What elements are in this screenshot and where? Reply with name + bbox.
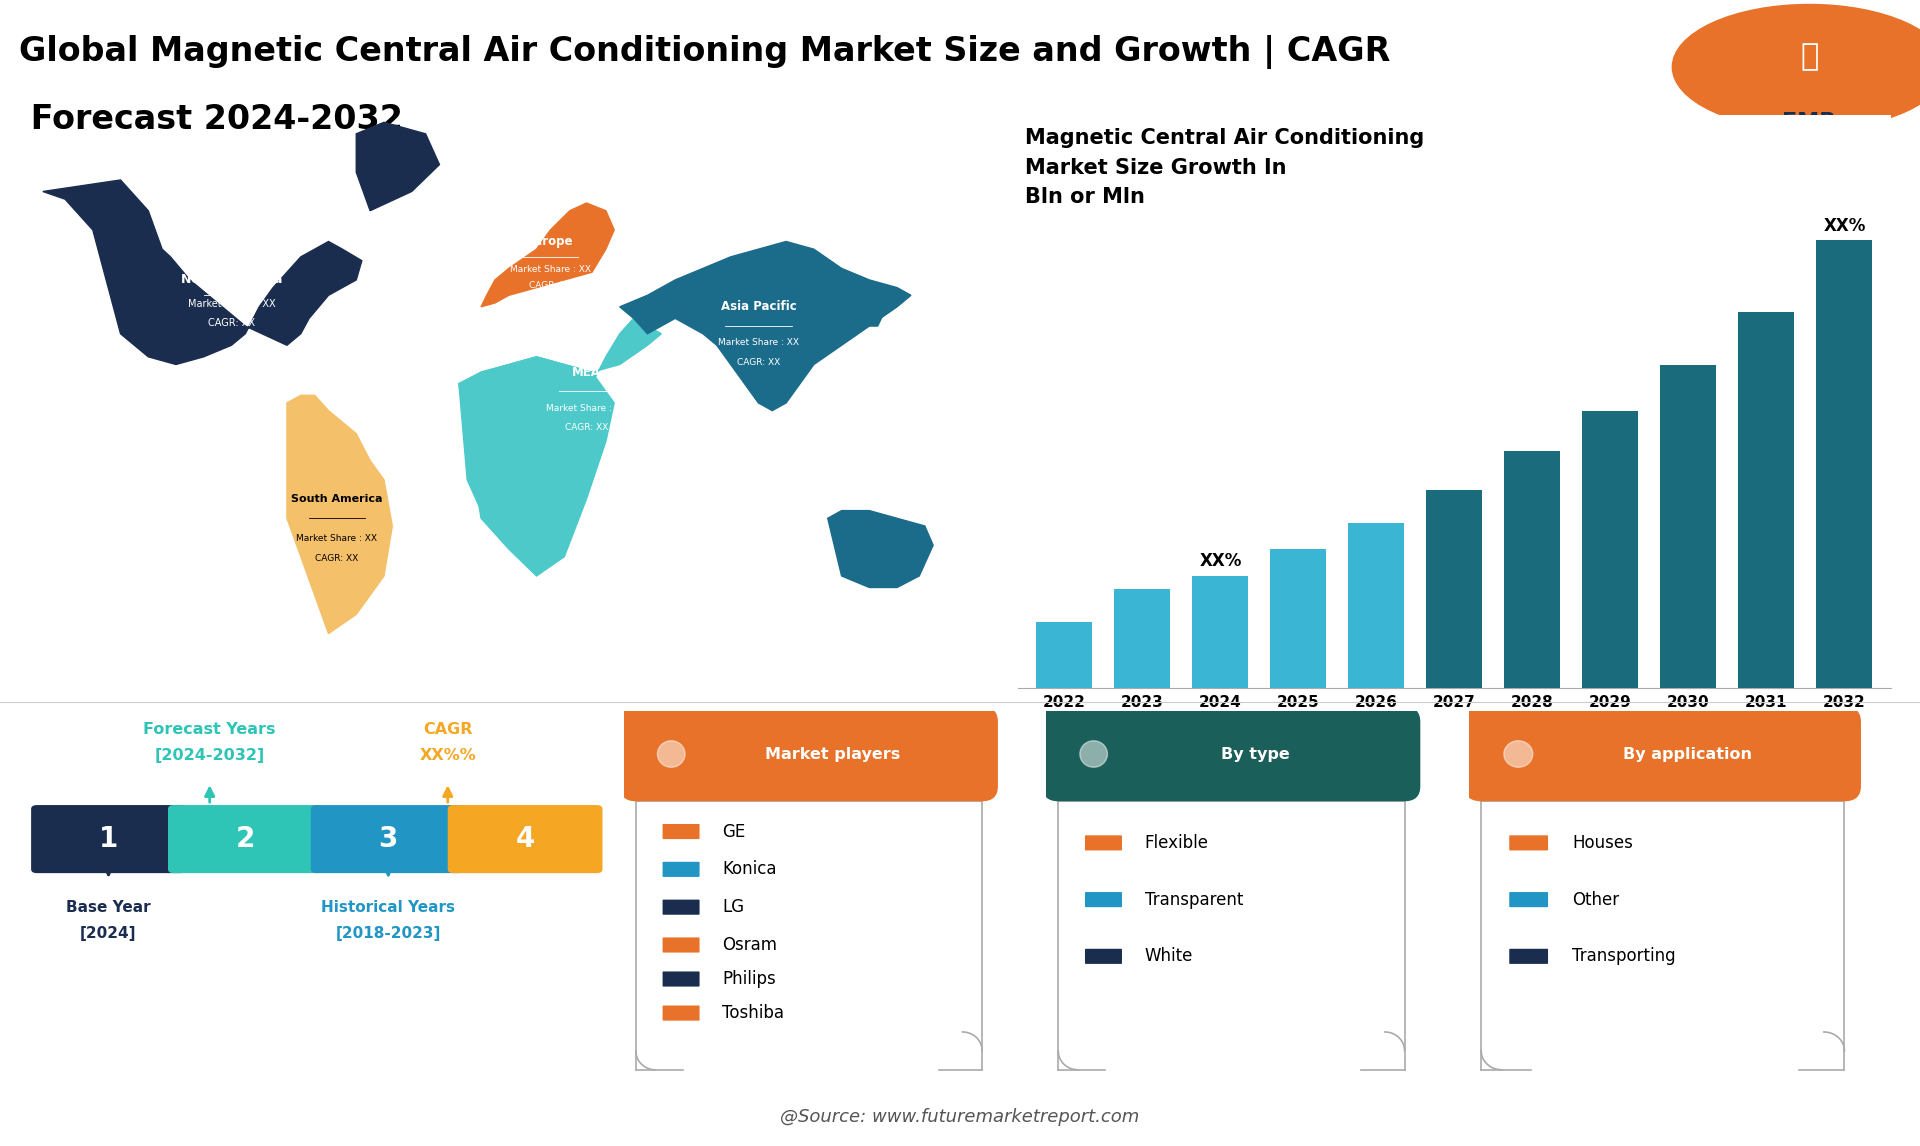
Circle shape: [1503, 740, 1532, 768]
Polygon shape: [482, 203, 614, 307]
Text: By type: By type: [1221, 746, 1290, 761]
Text: FMR: FMR: [1782, 112, 1837, 132]
FancyBboxPatch shape: [1043, 707, 1421, 801]
Text: Philips: Philips: [722, 970, 776, 988]
Text: Other: Other: [1572, 890, 1619, 909]
Bar: [1037, 622, 1092, 688]
FancyBboxPatch shape: [620, 707, 998, 801]
Bar: [1114, 589, 1171, 688]
Text: XX%: XX%: [1200, 552, 1242, 571]
FancyBboxPatch shape: [311, 804, 465, 873]
Circle shape: [657, 740, 685, 768]
FancyBboxPatch shape: [662, 1005, 699, 1021]
Polygon shape: [620, 242, 910, 410]
Bar: [1271, 549, 1327, 688]
Text: Europe: Europe: [528, 235, 574, 248]
Text: Flexible: Flexible: [1144, 834, 1210, 851]
Bar: [1661, 366, 1716, 688]
FancyBboxPatch shape: [662, 862, 699, 877]
Text: FUTURE MARKET REPORT: FUTURE MARKET REPORT: [1761, 141, 1859, 150]
FancyBboxPatch shape: [1465, 707, 1860, 801]
Bar: [1348, 523, 1405, 688]
Polygon shape: [286, 395, 392, 634]
FancyBboxPatch shape: [1085, 835, 1121, 850]
Text: Market Share : XX: Market Share : XX: [718, 338, 799, 347]
FancyBboxPatch shape: [1509, 949, 1548, 964]
Text: Market Share : XX: Market Share : XX: [188, 299, 275, 308]
Text: 4: 4: [515, 825, 536, 853]
Bar: [1816, 240, 1872, 688]
Text: 1: 1: [98, 825, 119, 853]
Text: By application: By application: [1622, 746, 1753, 761]
Text: White: White: [1144, 948, 1192, 965]
Text: Konica: Konica: [722, 861, 778, 878]
Text: [2024]: [2024]: [81, 926, 136, 941]
Text: CAGR: XX: CAGR: XX: [564, 423, 609, 432]
FancyBboxPatch shape: [1509, 835, 1548, 850]
Polygon shape: [870, 307, 883, 327]
Text: Global Magnetic Central Air Conditioning Market Size and Growth | CAGR: Global Magnetic Central Air Conditioning…: [19, 36, 1390, 69]
Text: XX%%: XX%%: [419, 748, 476, 763]
Bar: [1192, 575, 1248, 688]
Text: CAGR: XX: CAGR: XX: [315, 554, 359, 563]
Text: Osram: Osram: [722, 936, 778, 953]
FancyBboxPatch shape: [1509, 892, 1548, 908]
Text: Market Share : XX: Market Share : XX: [545, 403, 628, 413]
Polygon shape: [357, 123, 440, 211]
Text: Market players: Market players: [764, 746, 900, 761]
FancyBboxPatch shape: [662, 824, 699, 839]
Text: Transporting: Transporting: [1572, 948, 1676, 965]
Text: 2: 2: [236, 825, 255, 853]
FancyBboxPatch shape: [662, 900, 699, 915]
Text: Transparent: Transparent: [1144, 890, 1242, 909]
FancyBboxPatch shape: [447, 804, 603, 873]
Text: Magnetic Central Air Conditioning
Market Size Growth In
Bln or Mln: Magnetic Central Air Conditioning Market…: [1025, 128, 1425, 207]
Text: Market Share : XX: Market Share : XX: [296, 534, 378, 543]
Text: [2024-2032]: [2024-2032]: [154, 748, 265, 763]
Bar: [1738, 313, 1795, 688]
Text: CAGR: CAGR: [422, 722, 472, 737]
Text: Asia Pacific: Asia Pacific: [720, 300, 797, 313]
Text: Houses: Houses: [1572, 834, 1632, 851]
Text: Historical Years: Historical Years: [321, 900, 455, 915]
Text: LG: LG: [722, 898, 745, 916]
FancyBboxPatch shape: [167, 804, 323, 873]
Text: XX%: XX%: [1824, 217, 1866, 235]
Bar: [1582, 411, 1638, 688]
Circle shape: [1079, 740, 1108, 768]
Text: @Source: www.futuremarketreport.com: @Source: www.futuremarketreport.com: [780, 1108, 1140, 1127]
Text: [2018-2023]: [2018-2023]: [336, 926, 442, 941]
Polygon shape: [828, 511, 933, 588]
Text: CAGR: XX: CAGR: XX: [528, 281, 572, 290]
FancyBboxPatch shape: [31, 804, 186, 873]
Text: 🏃: 🏃: [1801, 42, 1818, 71]
Text: 3: 3: [378, 825, 397, 853]
Bar: [1505, 450, 1561, 688]
Bar: [1427, 490, 1482, 688]
Text: Forecast Years: Forecast Years: [144, 722, 276, 737]
FancyBboxPatch shape: [1085, 949, 1121, 964]
Text: Forecast 2024-2032: Forecast 2024-2032: [19, 103, 403, 135]
Polygon shape: [459, 356, 614, 576]
FancyBboxPatch shape: [662, 937, 699, 952]
Text: Market Share : XX: Market Share : XX: [511, 265, 591, 274]
Circle shape: [1672, 5, 1920, 129]
Text: GE: GE: [722, 823, 745, 840]
Text: North America: North America: [180, 274, 282, 286]
Polygon shape: [459, 319, 660, 518]
Polygon shape: [42, 180, 361, 364]
Text: Toshiba: Toshiba: [722, 1004, 785, 1022]
Text: Base Year: Base Year: [65, 900, 152, 915]
Text: CAGR: XX: CAGR: XX: [737, 358, 780, 367]
FancyBboxPatch shape: [662, 972, 699, 987]
FancyBboxPatch shape: [1085, 892, 1121, 908]
Text: South America: South America: [292, 494, 382, 504]
Text: CAGR: XX: CAGR: XX: [207, 319, 255, 328]
Text: MEA: MEA: [572, 366, 601, 378]
